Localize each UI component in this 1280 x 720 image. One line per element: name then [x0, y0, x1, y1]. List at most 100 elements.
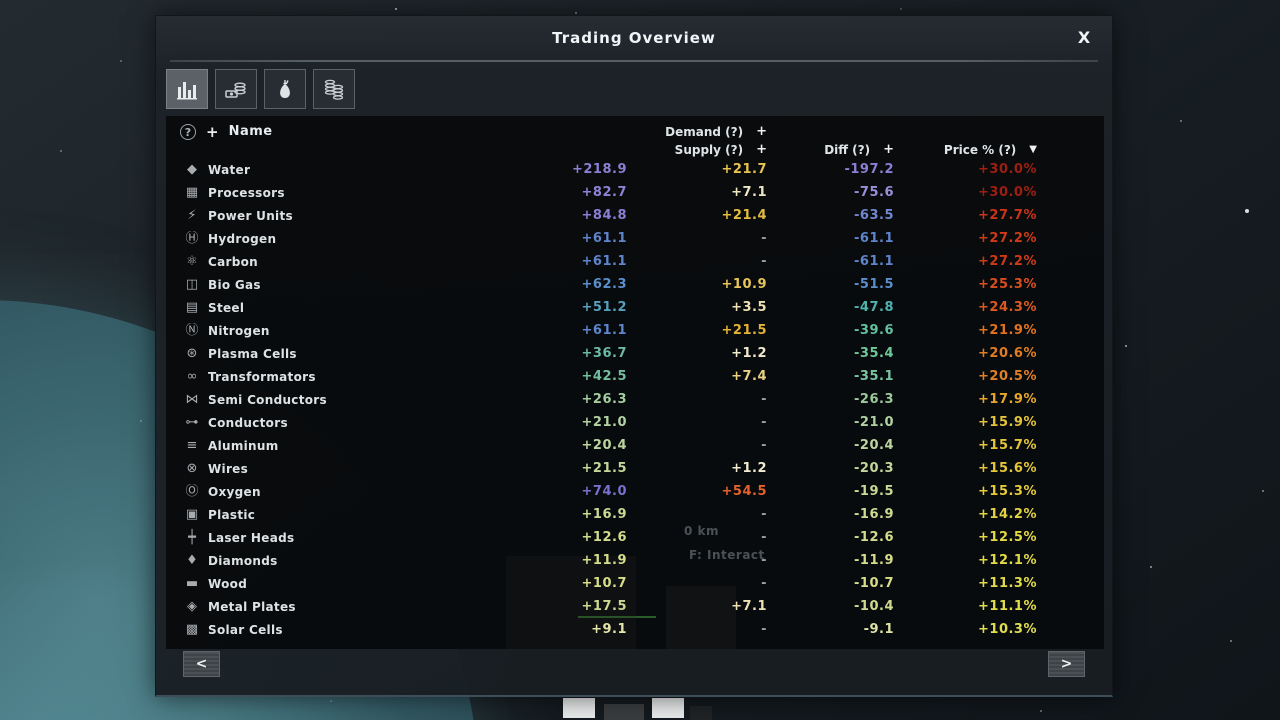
tab-sellable-goods[interactable] — [215, 69, 257, 109]
good-name: Conductors — [208, 415, 288, 430]
good-name: Solar Cells — [208, 622, 283, 637]
price-value: +15.3% — [978, 484, 1037, 499]
tab-prices[interactable] — [313, 69, 355, 109]
diff-value: -39.6 — [854, 323, 894, 338]
price-value: +17.9% — [978, 392, 1037, 407]
supply-value: - — [761, 530, 767, 545]
demand-value: +11.9 — [581, 553, 627, 568]
supply-value: - — [761, 415, 767, 430]
good-name: Aluminum — [208, 438, 279, 453]
table-row[interactable]: ◫ Bio Gas +62.3 +10.9 -51.5 +25.3% — [166, 273, 1104, 296]
stars-background — [0, 0, 2, 2]
table-row[interactable]: ⊗ Wires +21.5 +1.2 -20.3 +15.6% — [166, 457, 1104, 480]
good-name: Water — [208, 162, 251, 177]
diff-value: -47.8 — [854, 300, 894, 315]
next-page-button[interactable]: > — [1048, 651, 1085, 677]
table-row[interactable]: ≡ Aluminum +20.4 - -20.4 +15.7% — [166, 434, 1104, 457]
table-row[interactable]: Ⓗ Hydrogen +61.1 - -61.1 +27.2% — [166, 227, 1104, 250]
supply-value: - — [761, 254, 767, 269]
money-goods-icon — [224, 77, 248, 101]
plasma-cells-icon: ⊛ — [186, 346, 198, 361]
sort-demand-button[interactable]: + — [756, 124, 767, 140]
sort-price-arrow-icon[interactable]: ▼ — [1029, 144, 1037, 156]
diff-value: -10.4 — [854, 599, 894, 614]
table-row[interactable]: ♦ Diamonds +11.9 - -11.9 +12.1% — [166, 549, 1104, 572]
table-row[interactable]: ▬ Wood +10.7 - -10.7 +11.3% — [166, 572, 1104, 595]
table-row[interactable]: ◆ Water +218.9 +21.7 -197.2 +30.0% — [166, 158, 1104, 181]
price-value: +30.0% — [978, 162, 1037, 177]
table-row[interactable]: ▣ Plastic +16.9 - -16.9 +14.2% — [166, 503, 1104, 526]
good-name: Hydrogen — [208, 231, 277, 246]
good-name: Semi Conductors — [208, 392, 327, 407]
ship-hull — [652, 698, 684, 718]
table-row[interactable]: ◈ Metal Plates +17.5 +7.1 -10.4 +11.1% — [166, 595, 1104, 618]
tab-buyable-goods[interactable] — [264, 69, 306, 109]
table-row[interactable]: ⋈ Semi Conductors +26.3 - -26.3 +17.9% — [166, 388, 1104, 411]
demand-value: +21.0 — [581, 415, 627, 430]
plastic-icon: ▣ — [185, 507, 199, 522]
sort-diff-button[interactable]: + — [883, 142, 894, 158]
good-name: Transformators — [208, 369, 316, 384]
good-name: Carbon — [208, 254, 258, 269]
table-row[interactable]: Ⓞ Oxygen +74.0 +54.5 -19.5 +15.3% — [166, 480, 1104, 503]
coin-stacks-icon — [321, 76, 347, 102]
table-row[interactable]: ▦ Processors +82.7 +7.1 -75.6 +30.0% — [166, 181, 1104, 204]
price-value: +21.9% — [978, 323, 1037, 338]
metal-plates-icon: ◈ — [187, 599, 197, 614]
supply-value: +7.4 — [731, 369, 767, 384]
column-header-supply[interactable]: Supply (?) + — [674, 142, 767, 158]
column-header-demand[interactable]: Demand (?) + — [665, 124, 767, 140]
column-header-name[interactable]: Name — [228, 124, 273, 140]
header-left-group: ? + Name — [166, 123, 532, 141]
close-icon[interactable]: X — [1077, 28, 1091, 47]
good-name: Wood — [208, 576, 248, 591]
table-row[interactable]: ⊶ Conductors +21.0 - -21.0 +15.9% — [166, 411, 1104, 434]
diff-value: -61.1 — [854, 254, 894, 269]
sort-supply-button[interactable]: + — [756, 142, 767, 158]
table-row[interactable]: ⊛ Plasma Cells +36.7 +1.2 -35.4 +20.6% — [166, 342, 1104, 365]
table-row[interactable]: ⚛ Carbon +61.1 - -61.1 +27.2% — [166, 250, 1104, 273]
tab-strip — [156, 62, 1112, 110]
sack-icon — [273, 77, 297, 101]
oxygen-icon: Ⓞ — [185, 484, 199, 499]
price-value: +15.9% — [978, 415, 1037, 430]
table-row[interactable]: ▤ Steel +51.2 +3.5 -47.8 +24.3% — [166, 296, 1104, 319]
table-row[interactable]: ⚡ Power Units +84.8 +21.4 -63.5 +27.7% — [166, 204, 1104, 227]
good-name: Oxygen — [208, 484, 261, 499]
price-value: +15.7% — [978, 438, 1037, 453]
ship-hull — [563, 698, 595, 718]
expand-all-button[interactable]: + — [206, 122, 219, 141]
demand-value: +20.4 — [581, 438, 627, 453]
supply-value: +7.1 — [731, 185, 767, 200]
wood-icon: ▬ — [185, 576, 199, 591]
supply-value: +21.7 — [721, 162, 767, 177]
diff-value: -12.6 — [854, 530, 894, 545]
column-header-diff[interactable]: Diff (?) + — [824, 142, 894, 158]
price-value: +11.3% — [978, 576, 1037, 591]
demand-value: +62.3 — [581, 277, 627, 292]
table-body: ◆ Water +218.9 +21.7 -197.2 +30.0% ▦ Pro… — [166, 158, 1104, 641]
price-value: +12.1% — [978, 553, 1037, 568]
previous-page-button[interactable]: < — [183, 651, 220, 677]
column-header-price[interactable]: Price % (?) ▼ — [943, 142, 1037, 157]
demand-value: +61.1 — [581, 323, 627, 338]
supply-value: - — [761, 553, 767, 568]
table-row[interactable]: Ⓝ Nitrogen +61.1 +21.5 -39.6 +21.9% — [166, 319, 1104, 342]
window-titlebar: Trading Overview X — [156, 16, 1112, 60]
supply-value: +1.2 — [731, 461, 767, 476]
demand-value: +17.5 — [581, 599, 627, 614]
demand-value: +218.9 — [571, 162, 627, 177]
demand-value: +16.9 — [581, 507, 627, 522]
table-row[interactable]: ▩ Solar Cells +9.1 - -9.1 +10.3% — [166, 618, 1104, 641]
good-name: Bio Gas — [208, 277, 261, 292]
supply-value: +21.5 — [721, 323, 767, 338]
price-value: +24.3% — [978, 300, 1037, 315]
tab-statistics[interactable] — [166, 69, 208, 109]
supply-value: +10.9 — [721, 277, 767, 292]
table-row[interactable]: ┿ Laser Heads +12.6 - -12.6 +12.5% — [166, 526, 1104, 549]
help-icon[interactable]: ? — [180, 123, 196, 140]
table-row[interactable]: ∞ Transformators +42.5 +7.4 -35.1 +20.5% — [166, 365, 1104, 388]
diff-value: -20.3 — [854, 461, 894, 476]
good-name: Laser Heads — [208, 530, 295, 545]
price-value: +27.2% — [978, 254, 1037, 269]
